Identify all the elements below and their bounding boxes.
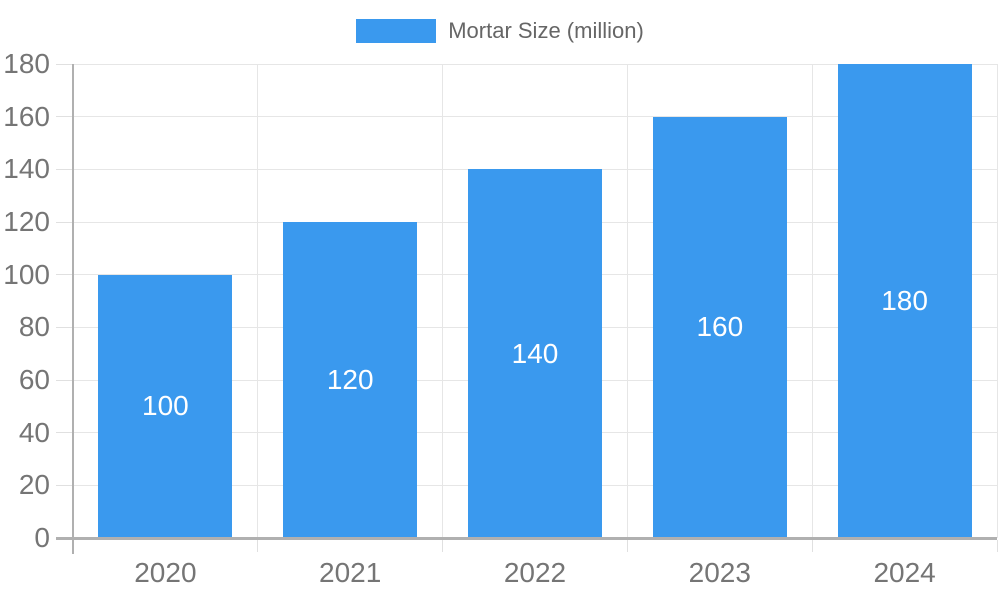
- y-tick-mark: [56, 326, 72, 328]
- x-tick-mark: [257, 540, 259, 552]
- legend: Mortar Size (million): [0, 18, 1000, 44]
- y-tick-label: 160: [3, 100, 50, 132]
- bar-value-label: 180: [881, 285, 928, 316]
- x-tick-mark: [811, 540, 813, 552]
- gridline-vertical: [996, 64, 998, 538]
- legend-label: Mortar Size (million): [448, 18, 644, 43]
- x-tick-label: 2021: [319, 557, 382, 588]
- y-axis-line: [72, 64, 74, 554]
- legend-swatch: [356, 19, 437, 43]
- gridline-vertical: [626, 64, 628, 538]
- bar[interactable]: [98, 274, 233, 538]
- gridline-horizontal: [73, 116, 997, 118]
- x-axis-line: [56, 537, 997, 540]
- y-tick-label: 180: [3, 48, 50, 79]
- gridline-vertical: [257, 64, 259, 538]
- y-tick-label: 60: [18, 364, 50, 395]
- y-tick-mark: [56, 379, 72, 381]
- bar[interactable]: [837, 64, 972, 538]
- bar[interactable]: [283, 222, 418, 538]
- y-tick-label: 80: [18, 311, 50, 343]
- x-tick-mark: [442, 540, 444, 552]
- bar-value-label: 140: [511, 337, 559, 369]
- y-tick-mark: [56, 274, 72, 276]
- x-tick-label: 2020: [134, 557, 197, 588]
- legend-item-mortar-size[interactable]: Mortar Size (million): [356, 18, 644, 44]
- bar-value-label: 120: [326, 364, 374, 395]
- x-tick-mark: [996, 540, 998, 552]
- y-tick-label: 140: [3, 153, 50, 185]
- y-tick-label: 100: [3, 258, 50, 290]
- gridline-vertical: [442, 64, 444, 538]
- gridline-vertical: [811, 64, 813, 538]
- x-tick-label: 2023: [688, 557, 751, 588]
- y-tick-label: 40: [18, 416, 50, 448]
- bar[interactable]: [652, 116, 787, 538]
- gridline-horizontal: [73, 63, 997, 65]
- y-tick-label: 120: [3, 206, 50, 237]
- x-tick-label: 2022: [503, 557, 567, 588]
- y-tick-mark: [56, 168, 72, 170]
- bar[interactable]: [468, 169, 602, 538]
- x-tick-mark: [626, 540, 628, 552]
- y-tick-mark: [56, 221, 72, 223]
- y-tick-mark: [56, 116, 72, 118]
- y-tick-label: 20: [18, 469, 50, 501]
- x-tick-label: 2024: [873, 557, 936, 588]
- y-tick-mark: [56, 484, 72, 486]
- y-tick-label: 0: [34, 522, 50, 553]
- y-tick-mark: [56, 63, 72, 65]
- bar-value-label: 160: [696, 311, 744, 343]
- y-tick-mark: [56, 432, 72, 434]
- bar-value-label: 100: [142, 390, 189, 422]
